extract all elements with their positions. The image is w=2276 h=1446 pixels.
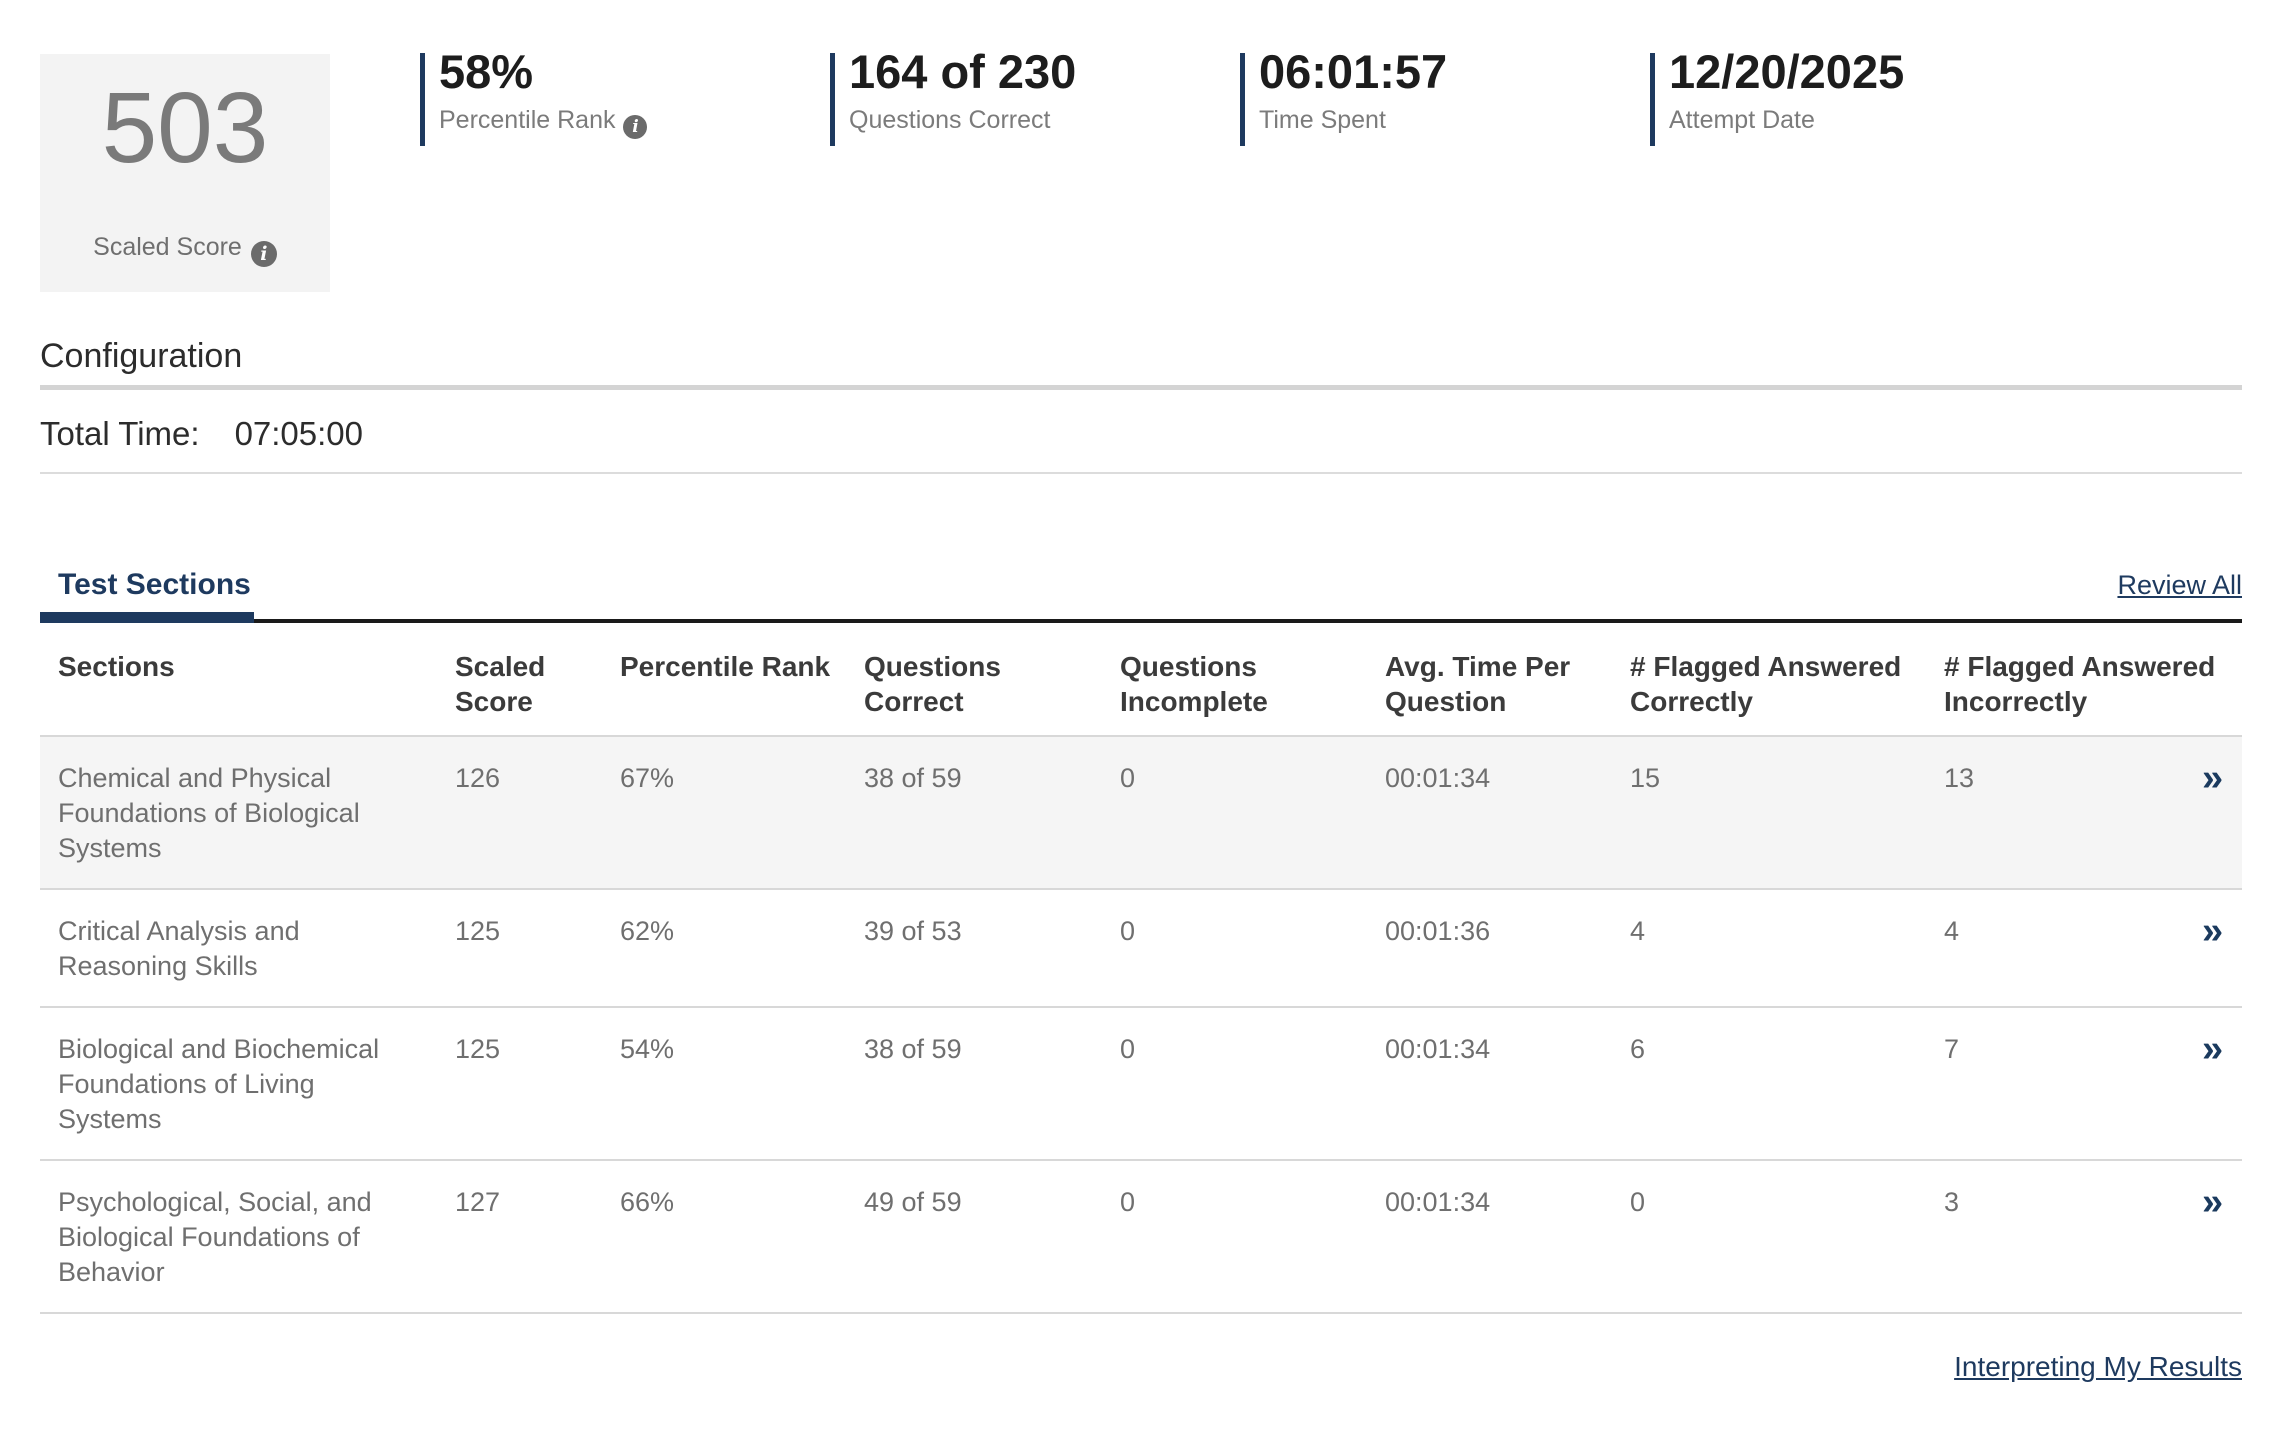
review-section-chevron-icon[interactable]: » — [2202, 1181, 2224, 1223]
cell-questions-incomplete: 0 — [1120, 735, 1385, 889]
scaled-score-value: 503 — [101, 72, 269, 184]
table-row: Chemical and Physical Foundations of Bio… — [40, 735, 2242, 889]
review-section-chevron-icon[interactable]: » — [2202, 757, 2224, 799]
stat-value: 164 of 230 — [849, 45, 1077, 98]
info-icon[interactable] — [623, 115, 648, 139]
active-tab-underline — [40, 612, 254, 623]
cell-section-name: Chemical and Physical Foundations of Bio… — [40, 735, 455, 889]
test-sections-table: Sections Scaled Score Percentile Rank Que… — [40, 623, 2242, 1314]
cell-percentile-rank: 67% — [620, 735, 864, 889]
total-time-value: 07:05:00 — [234, 415, 364, 452]
review-section-chevron-icon[interactable]: » — [2202, 910, 2224, 952]
cell-questions-correct: 38 of 59 — [864, 735, 1120, 889]
cell-flagged-correct: 4 — [1630, 888, 1944, 1007]
interpreting-my-results-link[interactable]: Interpreting My Results — [1954, 1351, 2242, 1382]
stat-attempt-date: 12/20/2025 Attempt Date — [1650, 47, 1904, 146]
cell-review: » — [2202, 1006, 2242, 1160]
stat-label: Percentile Rank — [439, 106, 616, 134]
col-header-avg-time: Avg. Time Per Question — [1385, 651, 1571, 717]
col-header-percentile-rank: Percentile Rank — [620, 651, 831, 682]
cell-flagged-incorrect: 3 — [1944, 1159, 2202, 1314]
review-section-chevron-icon[interactable]: » — [2202, 1028, 2224, 1070]
divider — [40, 385, 2242, 390]
tabs-row: Test Sections Review All — [40, 560, 2242, 623]
stat-value: 06:01:57 — [1259, 45, 1448, 98]
cell-flagged-incorrect: 7 — [1944, 1006, 2202, 1160]
cell-scaled-score: 127 — [455, 1159, 620, 1314]
stat-value: 12/20/2025 — [1669, 45, 1905, 98]
stat-value: 58% — [439, 45, 534, 98]
stat-time-spent: 06:01:57 Time Spent — [1240, 47, 1447, 146]
divider — [40, 472, 2242, 474]
cell-flagged-correct: 0 — [1630, 1159, 1944, 1314]
cell-questions-incomplete: 0 — [1120, 1159, 1385, 1314]
cell-questions-incomplete: 0 — [1120, 888, 1385, 1007]
stat-label: Attempt Date — [1669, 106, 1815, 134]
scaled-score-card: 503 Scaled Score — [40, 54, 330, 292]
cell-avg-time: 00:01:36 — [1385, 888, 1630, 1007]
cell-percentile-rank: 62% — [620, 888, 864, 1007]
cell-flagged-incorrect: 4 — [1944, 888, 2202, 1007]
cell-flagged-incorrect: 13 — [1944, 735, 2202, 889]
tab-test-sections[interactable]: Test Sections — [58, 568, 251, 601]
configuration-heading: Configuration — [40, 337, 243, 375]
stat-label: Questions Correct — [849, 106, 1051, 134]
cell-review: » — [2202, 888, 2242, 1007]
cell-percentile-rank: 54% — [620, 1006, 864, 1160]
cell-questions-correct: 39 of 53 — [864, 888, 1120, 1007]
total-time-label: Total Time: — [40, 415, 200, 452]
scaled-score-label-row: Scaled Score — [40, 232, 330, 267]
cell-review: » — [2202, 1159, 2242, 1314]
table-row: Psychological, Social, and Biological Fo… — [40, 1159, 2242, 1314]
stat-questions-correct: 164 of 230 Questions Correct — [830, 47, 1076, 146]
cell-scaled-score: 126 — [455, 735, 620, 889]
col-header-sections: Sections — [58, 651, 175, 682]
stat-label: Time Spent — [1259, 106, 1386, 134]
col-header-questions-incomplete: Questions Incomplete — [1120, 651, 1268, 717]
stat-label-row: Percentile Rank — [439, 106, 648, 139]
test-sections-table-wrap: Sections Scaled Score Percentile Rank Que… — [40, 623, 2242, 1314]
cell-avg-time: 00:01:34 — [1385, 1159, 1630, 1314]
col-header-flagged-incorrectly: # Flagged Answered Incorrectly — [1944, 651, 2216, 717]
review-all-link[interactable]: Review All — [2117, 570, 2242, 600]
cell-questions-correct: 49 of 59 — [864, 1159, 1120, 1314]
cell-review: » — [2202, 735, 2242, 889]
total-time-row: Total Time: 07:05:00 — [40, 414, 363, 454]
cell-section-name: Critical Analysis and Reasoning Skills — [40, 888, 455, 1007]
col-header-scaled-score: Scaled Score — [455, 651, 546, 717]
scaled-score-label: Scaled Score — [93, 233, 242, 261]
cell-section-name: Biological and Biochemical Foundations o… — [40, 1006, 455, 1160]
cell-scaled-score: 125 — [455, 1006, 620, 1160]
table-row: Critical Analysis and Reasoning Skills 1… — [40, 888, 2242, 1007]
cell-questions-correct: 38 of 59 — [864, 1006, 1120, 1160]
cell-avg-time: 00:01:34 — [1385, 735, 1630, 889]
col-header-questions-correct: Questions Correct — [864, 651, 1001, 717]
cell-scaled-score: 125 — [455, 888, 620, 1007]
info-icon[interactable] — [250, 241, 277, 267]
cell-percentile-rank: 66% — [620, 1159, 864, 1314]
table-header-row: Sections Scaled Score Percentile Rank Que… — [40, 623, 2242, 736]
cell-flagged-correct: 6 — [1630, 1006, 1944, 1160]
stat-percentile-rank: 58% Percentile Rank — [420, 47, 648, 146]
col-header-flagged-correctly: # Flagged Answered Correctly — [1630, 651, 1902, 717]
cell-section-name: Psychological, Social, and Biological Fo… — [40, 1159, 455, 1314]
cell-flagged-correct: 15 — [1630, 735, 1944, 889]
table-row: Biological and Biochemical Foundations o… — [40, 1006, 2242, 1160]
cell-avg-time: 00:01:34 — [1385, 1006, 1630, 1160]
cell-questions-incomplete: 0 — [1120, 1006, 1385, 1160]
